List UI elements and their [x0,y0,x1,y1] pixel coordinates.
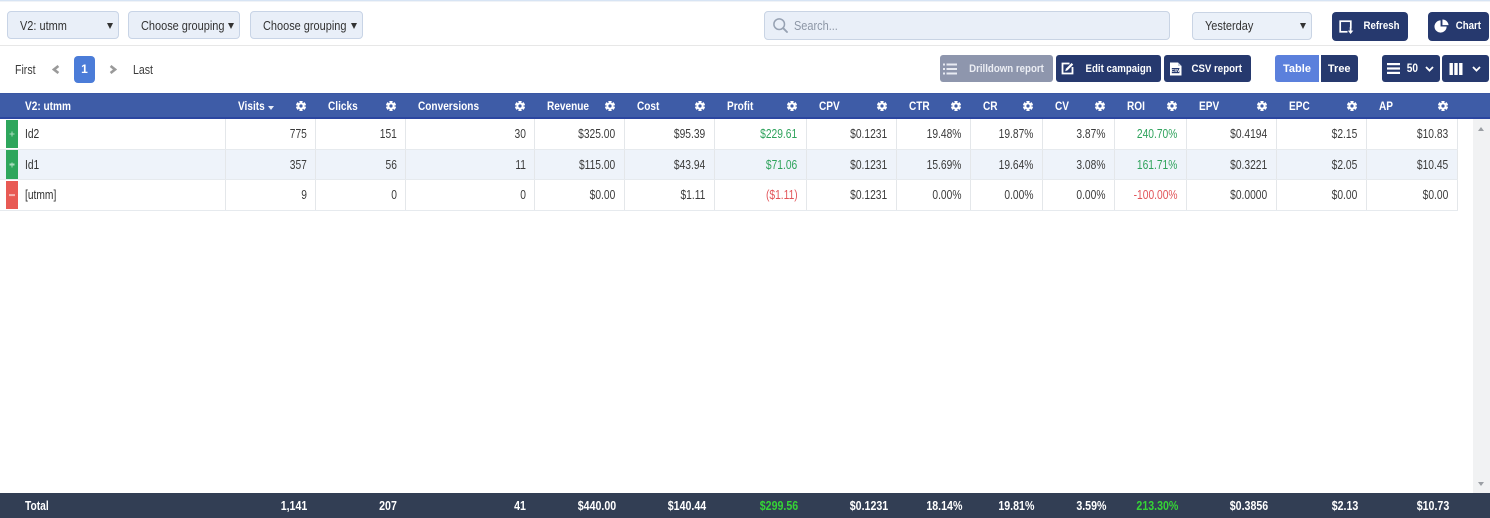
svg-text:CSV: CSV [1172,68,1181,73]
